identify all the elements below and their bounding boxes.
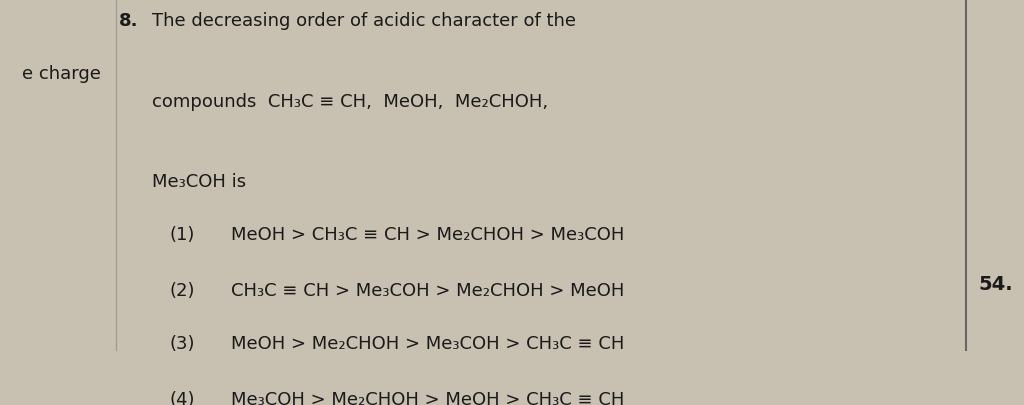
Text: Me₃COH is: Me₃COH is — [153, 173, 247, 191]
Text: The decreasing order of acidic character of the: The decreasing order of acidic character… — [153, 12, 577, 30]
Text: 8.: 8. — [119, 12, 138, 30]
Text: 54.: 54. — [978, 274, 1013, 293]
Text: (2): (2) — [170, 281, 196, 299]
Text: Me₃COH > Me₂CHOH > MeOH > CH₃C ≡ CH: Me₃COH > Me₂CHOH > MeOH > CH₃C ≡ CH — [231, 390, 625, 405]
Text: (4): (4) — [170, 390, 196, 405]
Text: e charge: e charge — [22, 64, 100, 82]
Text: compounds  CH₃C ≡ CH,  MeOH,  Me₂CHOH,: compounds CH₃C ≡ CH, MeOH, Me₂CHOH, — [153, 92, 549, 110]
Text: (3): (3) — [170, 334, 196, 352]
Text: MeOH > CH₃C ≡ CH > Me₂CHOH > Me₃COH: MeOH > CH₃C ≡ CH > Me₂CHOH > Me₃COH — [231, 225, 625, 243]
Text: (1): (1) — [170, 225, 196, 243]
Text: CH₃C ≡ CH > Me₃COH > Me₂CHOH > MeOH: CH₃C ≡ CH > Me₃COH > Me₂CHOH > MeOH — [231, 281, 625, 299]
Text: MeOH > Me₂CHOH > Me₃COH > CH₃C ≡ CH: MeOH > Me₂CHOH > Me₃COH > CH₃C ≡ CH — [231, 334, 625, 352]
